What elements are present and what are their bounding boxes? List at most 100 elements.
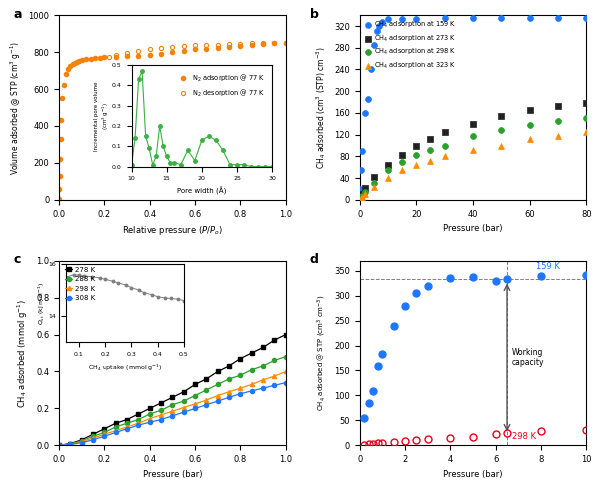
CH$_4$ adsorption at 159 K xyxy=(358,147,367,155)
CH$_4$ adsorption at 298 K xyxy=(383,166,393,174)
Y-axis label: CH$_4$ adsorbed (mmol g$^{-1}$): CH$_4$ adsorbed (mmol g$^{-1}$) xyxy=(16,299,31,408)
CH$_4$ adsorption at 323 K xyxy=(383,174,393,182)
CH$_4$ adsorption at 159 K xyxy=(372,28,382,36)
N$_2$ adsorption @ 77 K xyxy=(57,136,64,142)
CH$_4$ adsorption at 323 K xyxy=(553,132,563,140)
N$_2$ adsorption @ 77 K xyxy=(74,59,81,65)
288 K xyxy=(259,363,266,369)
278 K xyxy=(135,411,142,417)
298 K xyxy=(447,435,454,441)
308 K xyxy=(89,437,97,443)
CH$_4$ adsorption at 159 K xyxy=(374,22,384,30)
159 K xyxy=(492,278,499,283)
298 K xyxy=(191,401,199,407)
N$_2$ desorption @ 77 K xyxy=(135,48,142,54)
298 K xyxy=(282,369,289,375)
N$_2$ desorption @ 77 K xyxy=(105,54,112,60)
298 K xyxy=(503,431,511,436)
159 K xyxy=(469,274,476,280)
CH$_4$ adsorption at 323 K xyxy=(497,142,506,150)
159 K xyxy=(583,272,590,278)
308 K xyxy=(146,419,154,425)
308 K xyxy=(271,382,278,388)
CH$_4$ adsorption at 298 K xyxy=(468,132,478,140)
298 K xyxy=(169,408,176,414)
N$_2$ desorption @ 77 K xyxy=(146,46,154,52)
159 K xyxy=(361,415,368,421)
N$_2$ adsorption @ 77 K xyxy=(214,45,221,51)
CH$_4$ adsorption at 273 K xyxy=(397,151,407,159)
CH$_4$ adsorption at 159 K xyxy=(468,15,478,22)
N$_2$ desorption @ 77 K xyxy=(180,43,187,49)
308 K xyxy=(112,430,119,435)
CH$_4$ adsorption at 159 K xyxy=(553,14,563,22)
298 K xyxy=(157,412,164,418)
N$_2$ adsorption @ 77 K xyxy=(56,173,64,179)
159 K xyxy=(370,389,377,394)
159 K xyxy=(424,282,431,288)
CH$_4$ adsorption at 323 K xyxy=(358,193,367,201)
308 K xyxy=(180,409,187,415)
N$_2$ adsorption @ 77 K xyxy=(60,82,67,88)
278 K xyxy=(203,376,210,382)
CH$_4$ adsorption at 298 K xyxy=(581,114,591,122)
288 K xyxy=(237,372,244,378)
159 K xyxy=(401,302,409,308)
N$_2$ desorption @ 77 K xyxy=(214,41,221,47)
288 K xyxy=(67,441,74,447)
308 K xyxy=(237,391,244,396)
N$_2$ adsorption @ 77 K xyxy=(191,46,199,52)
288 K xyxy=(191,393,199,398)
CH$_4$ adsorption at 159 K xyxy=(525,14,535,22)
298 K xyxy=(67,441,74,447)
298 K xyxy=(214,393,221,398)
N$_2$ adsorption @ 77 K xyxy=(157,51,164,56)
CH$_4$ adsorption at 323 K xyxy=(356,195,366,203)
Y-axis label: CH$_4$ adsorbed (cm$^3$ (STP) cm$^{-3}$): CH$_4$ adsorbed (cm$^3$ (STP) cm$^{-3}$) xyxy=(314,46,328,169)
278 K xyxy=(180,389,187,395)
N$_2$ adsorption @ 77 K xyxy=(226,44,233,50)
N$_2$ adsorption @ 77 K xyxy=(248,42,256,48)
308 K xyxy=(101,433,108,439)
288 K xyxy=(226,376,233,382)
N$_2$ adsorption @ 77 K xyxy=(271,40,278,46)
159 K xyxy=(413,290,420,296)
CH$_4$ adsorption at 159 K xyxy=(364,95,373,103)
CH$_4$ adsorption at 323 K xyxy=(581,128,591,136)
N$_2$ adsorption @ 77 K xyxy=(259,41,266,47)
278 K xyxy=(55,443,62,449)
N$_2$ adsorption @ 77 K xyxy=(92,55,99,61)
278 K xyxy=(101,426,108,431)
CH$_4$ adsorption at 298 K xyxy=(440,142,449,150)
159 K xyxy=(374,363,382,369)
N$_2$ adsorption @ 77 K xyxy=(96,55,103,60)
298 K xyxy=(538,429,545,434)
278 K xyxy=(248,350,256,356)
N$_2$ adsorption @ 77 K xyxy=(135,53,142,59)
298 K xyxy=(203,397,210,403)
N$_2$ adsorption @ 77 K xyxy=(67,63,74,69)
CH$_4$ adsorption at 159 K xyxy=(581,14,591,22)
308 K xyxy=(169,413,176,419)
278 K xyxy=(89,431,97,437)
Line: N$_2$ desorption @ 77 K: N$_2$ desorption @ 77 K xyxy=(107,41,288,59)
298 K xyxy=(492,431,499,437)
288 K xyxy=(112,424,119,430)
CH$_4$ adsorption at 298 K xyxy=(356,194,366,202)
Text: d: d xyxy=(310,253,319,266)
N$_2$ adsorption @ 77 K xyxy=(57,156,64,162)
298 K xyxy=(361,442,368,448)
Text: 298 K: 298 K xyxy=(512,432,536,441)
CH$_4$ adsorption at 323 K xyxy=(361,190,370,198)
CH$_4$ adsorption at 159 K xyxy=(355,185,365,193)
278 K xyxy=(237,356,244,361)
298 K xyxy=(370,441,377,447)
CH$_4$ adsorption at 273 K xyxy=(553,103,563,111)
308 K xyxy=(191,406,199,412)
159 K xyxy=(447,275,454,281)
CH$_4$ adsorption at 298 K xyxy=(425,146,435,154)
278 K xyxy=(78,437,85,443)
298 K xyxy=(180,405,187,411)
N$_2$ adsorption @ 77 K xyxy=(69,61,76,67)
308 K xyxy=(203,402,210,408)
